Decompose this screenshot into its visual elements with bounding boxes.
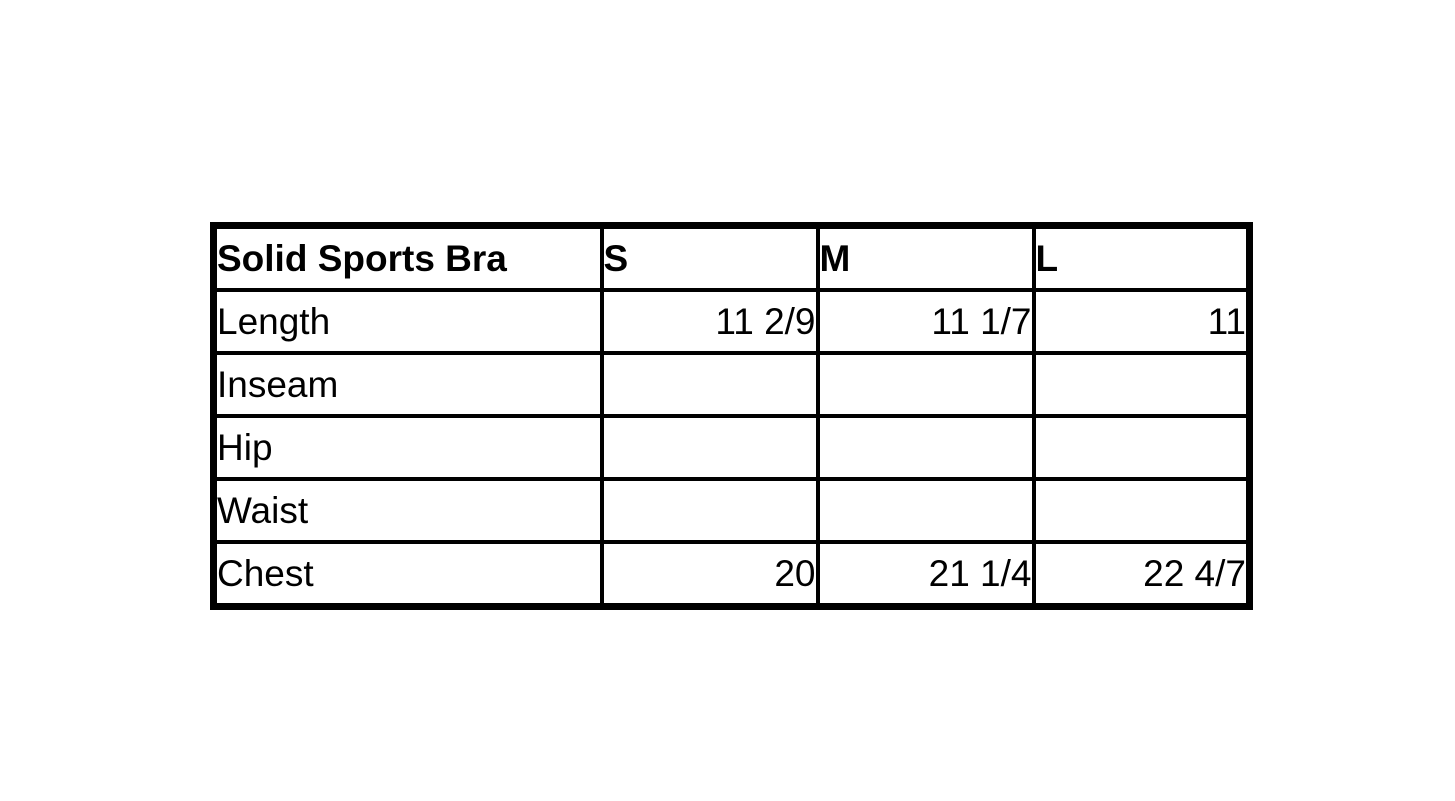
measurement-label-cell: Waist [211, 477, 604, 544]
measurement-value-cell [1031, 414, 1252, 481]
measurement-label-cell: Chest [211, 540, 604, 609]
product-name-header-cell: Solid Sports Bra [211, 223, 604, 292]
measurement-label-cell: Hip [211, 414, 604, 481]
table-row-waist: Waist [211, 477, 1252, 544]
table-row-chest: Chest 20 21 1/4 22 4/7 [211, 540, 1252, 609]
size-m-header-cell: M [815, 223, 1036, 292]
measurement-label-cell: Inseam [211, 351, 604, 418]
measurement-value-cell [599, 414, 820, 481]
measurement-value-cell: 20 [599, 540, 820, 609]
table-row-hip: Hip [211, 414, 1252, 481]
size-s-header-cell: S [599, 223, 820, 292]
table-row-length: Length 11 2/9 11 1/7 11 [211, 288, 1252, 355]
header-row: Solid Sports Bra S M L [211, 223, 1252, 292]
measurement-value-cell [599, 351, 820, 418]
measurement-value-cell [815, 477, 1036, 544]
measurement-value-cell [815, 414, 1036, 481]
measurement-value-cell: 11 1/7 [815, 288, 1036, 355]
measurement-value-cell [1031, 351, 1252, 418]
measurement-value-cell [599, 477, 820, 544]
measurement-value-cell: 11 [1031, 288, 1252, 355]
measurement-value-cell [815, 351, 1036, 418]
table-row-inseam: Inseam [211, 351, 1252, 418]
measurement-value-cell [1031, 477, 1252, 544]
measurement-value-cell: 22 4/7 [1031, 540, 1252, 609]
measurement-label-cell: Length [211, 288, 604, 355]
size-chart-table: Solid Sports Bra S M L Length 11 2/9 11 … [210, 222, 1253, 610]
measurement-value-cell: 21 1/4 [815, 540, 1036, 609]
size-l-header-cell: L [1031, 223, 1252, 292]
measurement-value-cell: 11 2/9 [599, 288, 820, 355]
